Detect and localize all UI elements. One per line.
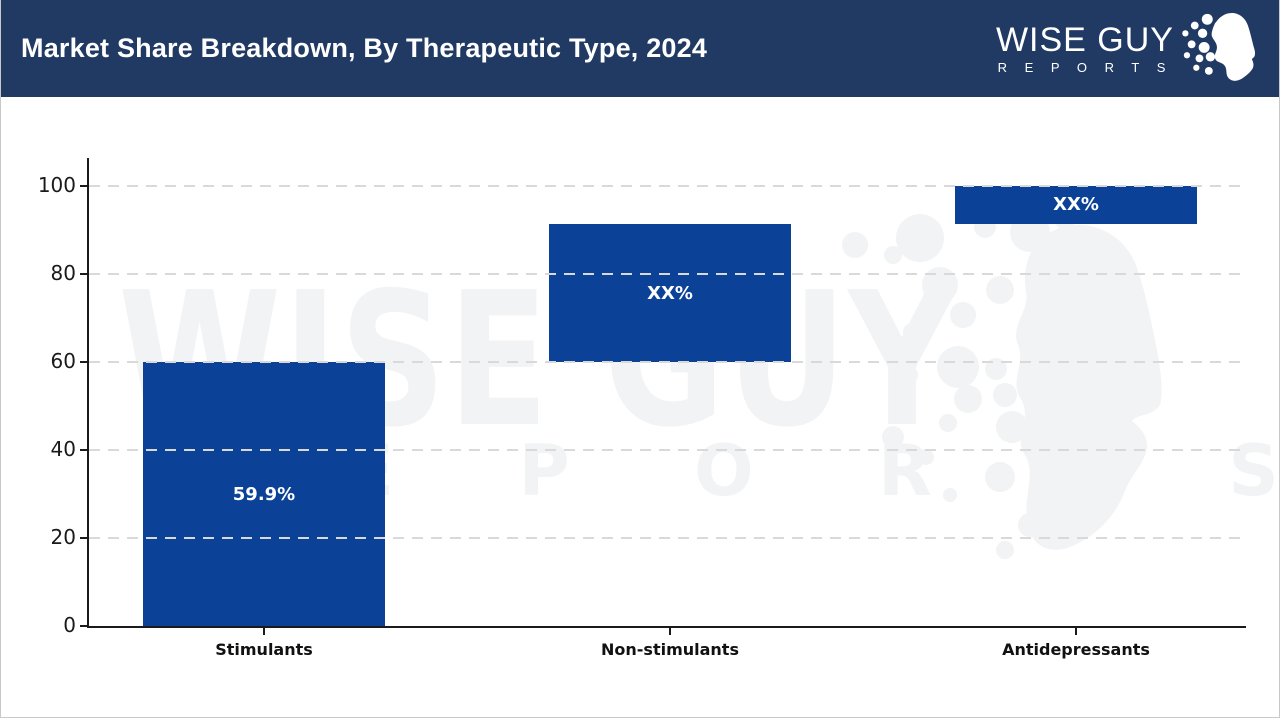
y-tick-0: [80, 625, 87, 627]
logo-face-icon: [1182, 13, 1256, 81]
bar-value-label: XX%: [647, 282, 693, 304]
x-tick-2: [669, 628, 671, 635]
bar-antidepressants: XX%: [955, 186, 1197, 224]
report-header: Market Share Breakdown, By Therapeutic T…: [0, 0, 1280, 97]
x-category-label: Non-stimulants: [601, 640, 739, 659]
y-tick-100: [80, 185, 87, 187]
bar-stimulants: 59.9%: [143, 362, 385, 626]
logo-wordmark-sub: R E P O R T S: [997, 60, 1173, 75]
logo-wordmark: WISE GUY R E P O R T S: [996, 23, 1174, 75]
gridline-80: [89, 273, 1246, 275]
wiseguy-logo: WISE GUY R E P O R T S: [996, 7, 1262, 91]
watermark-face-icon: [842, 210, 1162, 559]
y-tick-80: [80, 273, 87, 275]
x-category-label: Antidepressants: [1002, 640, 1150, 659]
x-axis-line: [87, 626, 1246, 628]
gridline-40: [89, 449, 1246, 451]
x-tick-3: [1075, 628, 1077, 635]
y-tick-label-20: 20: [50, 525, 76, 549]
gridline-60: [89, 361, 1246, 363]
chart-title: Market Share Breakdown, By Therapeutic T…: [21, 33, 708, 63]
y-tick-label-40: 40: [50, 437, 76, 461]
bar-non-stimulants: XX%: [549, 223, 791, 363]
y-tick-label-0: 0: [63, 613, 76, 637]
logo-wordmark-main: WISE GUY: [995, 21, 1174, 59]
gridline-20: [89, 537, 1246, 539]
y-axis-line: [87, 158, 89, 628]
y-tick-label-100: 100: [37, 173, 76, 197]
y-tick-label-80: 80: [50, 261, 76, 285]
bar-value-label: XX%: [1053, 194, 1099, 216]
gridline-100: [89, 185, 1246, 187]
x-category-label: Stimulants: [215, 640, 313, 659]
y-tick-label-60: 60: [50, 349, 76, 373]
y-tick-40: [80, 449, 87, 451]
bar-value-label: 59.9%: [232, 483, 296, 505]
y-tick-60: [80, 361, 87, 363]
x-tick-1: [263, 628, 265, 635]
y-tick-20: [80, 537, 87, 539]
